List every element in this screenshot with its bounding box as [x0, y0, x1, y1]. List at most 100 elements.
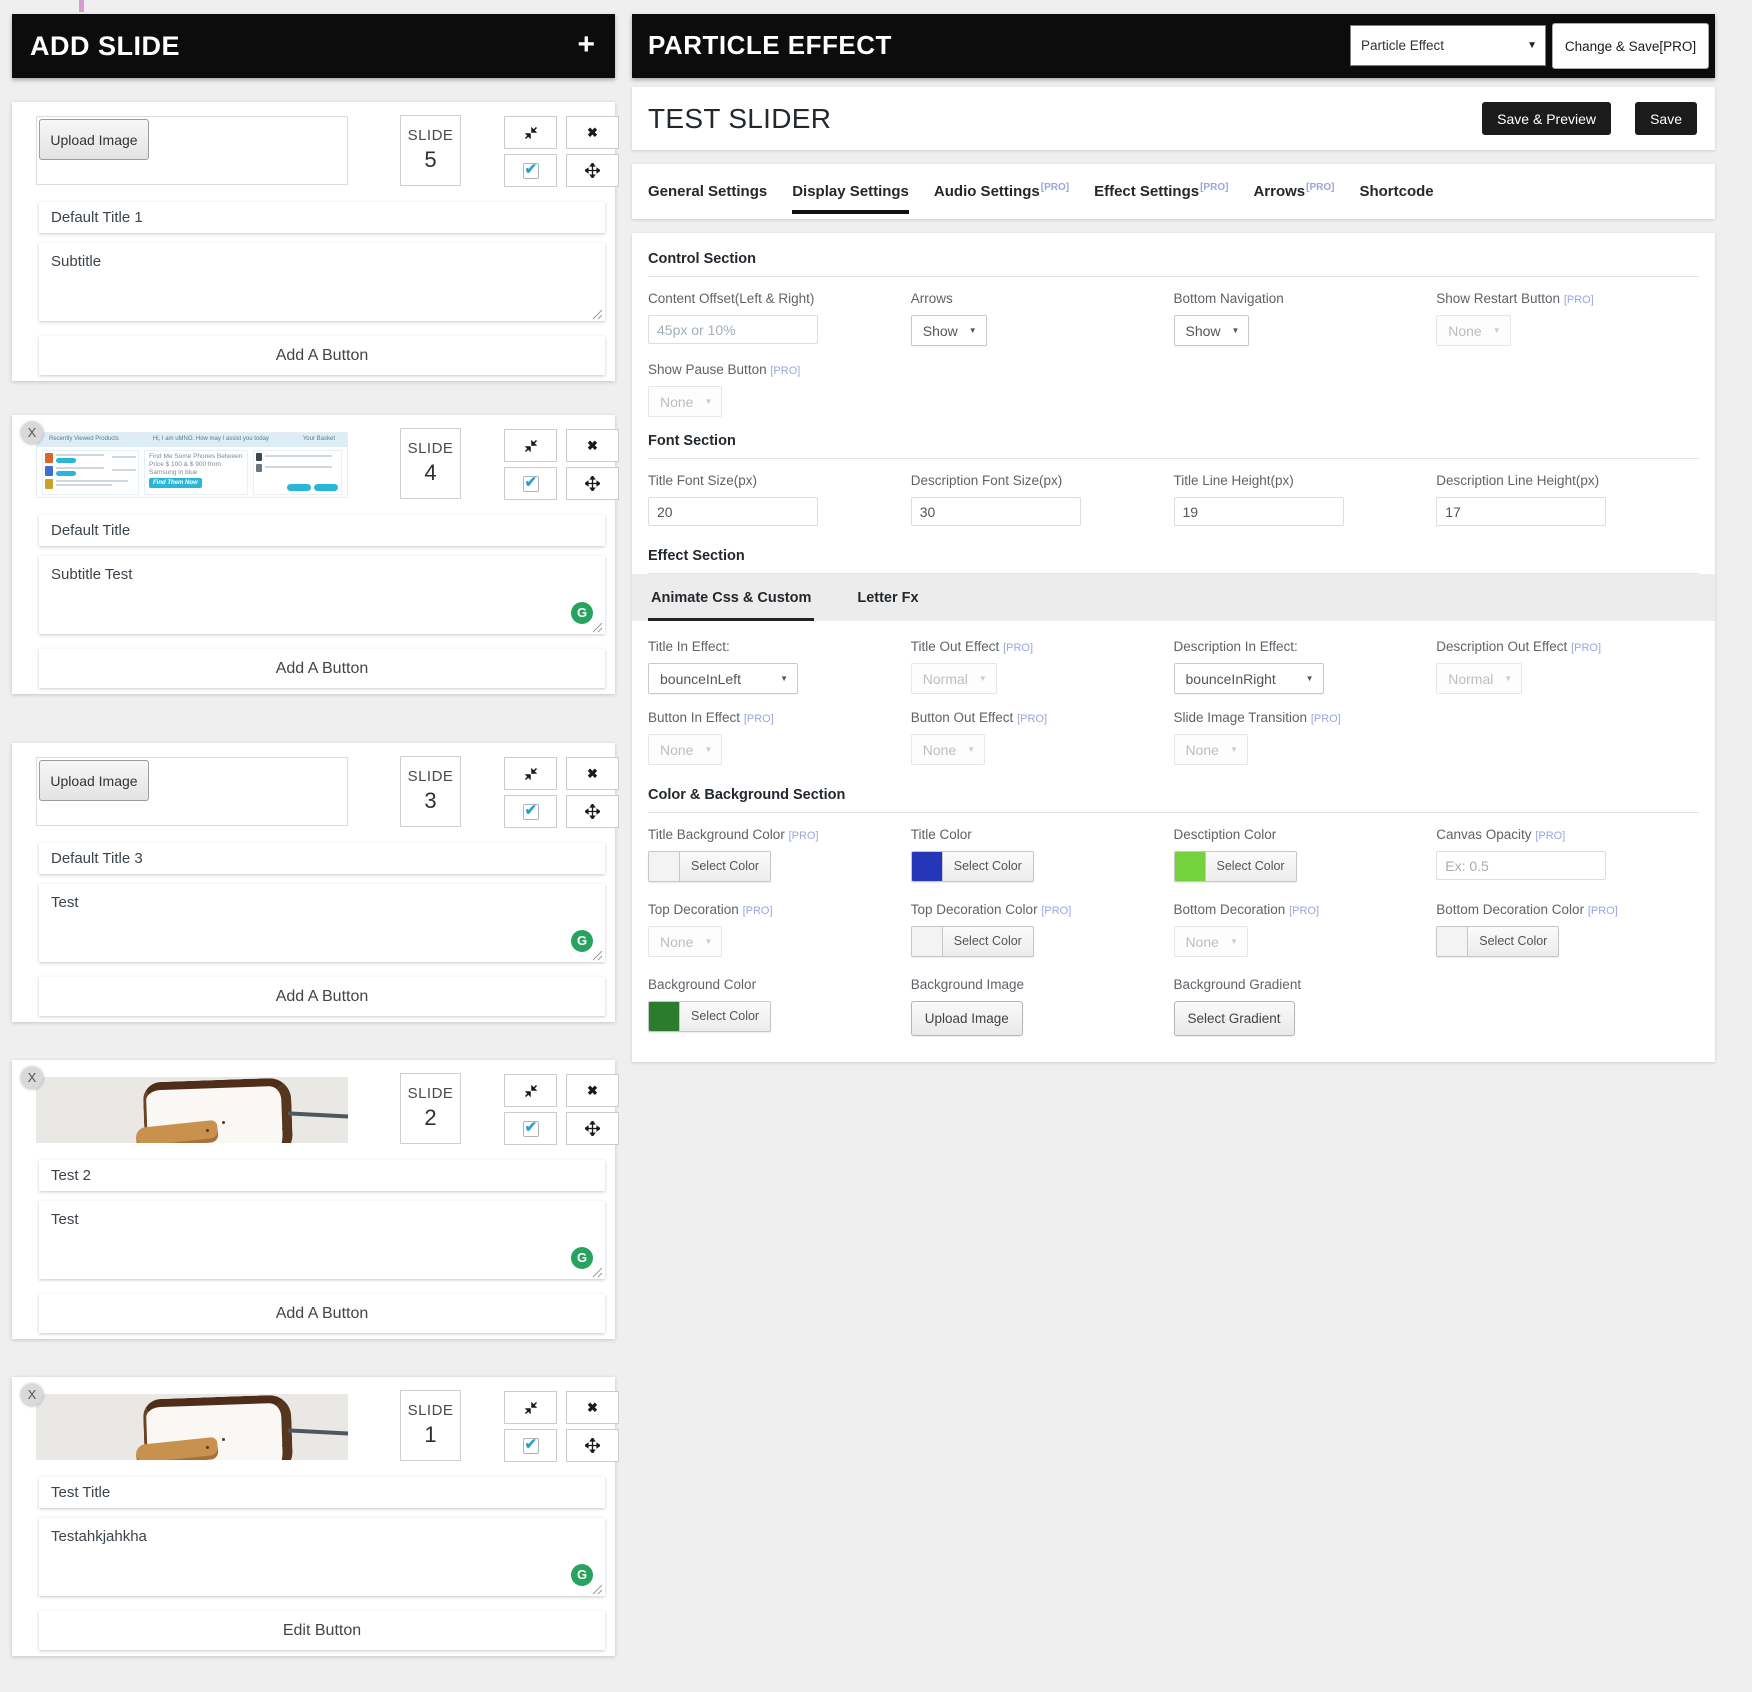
slide-image-transition-select: None ▼ — [1173, 734, 1248, 765]
collapse-slide-button[interactable] — [504, 1074, 557, 1107]
move-slide-handle[interactable] — [566, 467, 619, 500]
slide-subtitle-textarea[interactable]: Subtitle Test G — [39, 556, 605, 634]
move-slide-handle[interactable] — [566, 154, 619, 187]
title-font-size-input[interactable] — [648, 497, 818, 526]
save-button[interactable]: Save — [1635, 102, 1697, 135]
slide-word: SLIDE — [407, 127, 454, 144]
slide-subtitle-textarea[interactable]: Test G — [39, 884, 605, 962]
add-button-row[interactable]: Add A Button — [39, 649, 605, 688]
collapse-slide-button[interactable] — [504, 1391, 557, 1424]
upload-image-button[interactable]: Upload Image — [39, 119, 149, 160]
change-save-button[interactable]: Change & Save[PRO] — [1552, 23, 1709, 69]
effect-type-select[interactable]: Particle Effect ▼ — [1350, 25, 1546, 66]
title-background-color-picker[interactable]: Select Color — [648, 851, 772, 882]
show-restart-label: Show Restart Button [PRO] — [1436, 291, 1594, 306]
tab-display-settings[interactable]: Display Settings — [792, 164, 909, 219]
delete-slide-button[interactable]: ✖ — [566, 1391, 619, 1424]
button-in-effect-label: Button In Effect [PRO] — [648, 710, 774, 725]
close-icon: ✖ — [587, 1399, 598, 1415]
resize-handle-icon[interactable] — [592, 1267, 603, 1278]
image-dropzone[interactable]: Upload Image — [36, 116, 348, 185]
title-in-effect-select[interactable]: bounceInLeft ▼ — [648, 663, 798, 694]
slide-title-input[interactable] — [39, 1160, 605, 1191]
add-button-row[interactable]: Add A Button — [39, 1294, 605, 1333]
chevron-down-icon: ▼ — [1229, 745, 1238, 754]
tab-shortcode[interactable]: Shortcode — [1359, 183, 1434, 200]
move-slide-handle[interactable] — [566, 1112, 619, 1145]
slide-subtitle-textarea[interactable]: Subtitle — [39, 243, 605, 321]
remove-image-button[interactable]: X — [21, 422, 43, 444]
slide-number: 4 — [424, 460, 437, 485]
slide-enabled-checkbox[interactable]: ✔ — [504, 1429, 557, 1462]
collapse-slide-button[interactable] — [504, 429, 557, 462]
resize-handle-icon[interactable] — [592, 309, 603, 320]
add-slide-header: ADD SLIDE + — [12, 14, 615, 78]
slide-subtitle-textarea[interactable]: Testahkjahkha G — [39, 1518, 605, 1596]
tab-effect-settings[interactable]: Effect Settings [PRO] — [1094, 182, 1229, 200]
background-image-upload-button[interactable]: Upload Image — [910, 1001, 1023, 1036]
slide-thumbnail-photo[interactable] — [36, 1394, 348, 1460]
tab-audio-settings[interactable]: Audio Settings [PRO] — [933, 182, 1070, 200]
description-font-size-input[interactable] — [910, 497, 1081, 526]
background-gradient-label: Background Gradient — [1173, 977, 1302, 992]
description-in-effect-select[interactable]: bounceInRight ▼ — [1173, 663, 1324, 694]
resize-handle-icon[interactable] — [592, 1584, 603, 1595]
pro-badge: [PRO] — [1310, 713, 1341, 725]
delete-slide-button[interactable]: ✖ — [566, 757, 619, 790]
subtitle-text: Test — [51, 1211, 79, 1228]
slide-word: SLIDE — [407, 1402, 454, 1419]
title-font-size-label: Title Font Size(px) — [648, 473, 758, 488]
slide-title-input[interactable] — [39, 515, 605, 546]
collapse-slide-button[interactable] — [504, 116, 557, 149]
move-slide-handle[interactable] — [566, 795, 619, 828]
tab-arrows[interactable]: Arrows [PRO] — [1253, 182, 1335, 200]
description-font-size-label: Description Font Size(px) — [910, 473, 1063, 488]
resize-handle-icon[interactable] — [592, 950, 603, 961]
slide-thumbnail-photo[interactable] — [36, 1077, 348, 1143]
background-gradient-button[interactable]: Select Gradient — [1173, 1001, 1295, 1036]
delete-slide-button[interactable]: ✖ — [566, 1074, 619, 1107]
upload-image-button[interactable]: Upload Image — [39, 760, 149, 801]
save-preview-button[interactable]: Save & Preview — [1482, 102, 1611, 135]
slide-enabled-checkbox[interactable]: ✔ — [504, 467, 557, 500]
slide-thumbnail-chat[interactable]: Recently Viewed Products Hi, I am uMNO. … — [36, 432, 348, 498]
description-color-picker[interactable]: Select Color — [1173, 851, 1297, 882]
slide-enabled-checkbox[interactable]: ✔ — [504, 795, 557, 828]
slide-enabled-checkbox[interactable]: ✔ — [504, 1112, 557, 1145]
slide-title-input[interactable] — [39, 1477, 605, 1508]
remove-image-button[interactable]: X — [21, 1067, 43, 1089]
add-button-row[interactable]: Add A Button — [39, 977, 605, 1016]
background-color-picker[interactable]: Select Color — [648, 1001, 772, 1032]
top-decoration-color-picker[interactable]: Select Color — [910, 926, 1034, 957]
description-line-height-input[interactable] — [1436, 497, 1607, 526]
slide-enabled-checkbox[interactable]: ✔ — [504, 154, 557, 187]
remove-image-button[interactable]: X — [21, 1384, 43, 1406]
subtab-animate-css[interactable]: Animate Css & Custom — [648, 574, 815, 621]
delete-slide-button[interactable]: ✖ — [566, 429, 619, 462]
slide-title-input[interactable] — [39, 843, 605, 874]
pro-badge: [PRO] — [1535, 830, 1566, 842]
slide-number: 5 — [424, 147, 437, 172]
delete-slide-button[interactable]: ✖ — [566, 116, 619, 149]
resize-handle-icon[interactable] — [592, 622, 603, 633]
canvas-opacity-input[interactable] — [1436, 851, 1607, 880]
bottom-navigation-select[interactable]: Show ▼ — [1173, 315, 1250, 346]
bottom-decoration-color-picker[interactable]: Select Color — [1436, 926, 1560, 957]
slide-subtitle-textarea[interactable]: Test G — [39, 1201, 605, 1279]
arrows-select[interactable]: Show ▼ — [910, 315, 987, 346]
image-dropzone[interactable]: Upload Image — [36, 757, 348, 826]
title-color-picker[interactable]: Select Color — [910, 851, 1034, 882]
edit-button-row[interactable]: Edit Button — [39, 1611, 605, 1650]
subtab-letter-fx[interactable]: Letter Fx — [857, 589, 919, 606]
add-button-row[interactable]: Add A Button — [39, 336, 605, 375]
title-line-height-input[interactable] — [1173, 497, 1344, 526]
content-offset-input[interactable] — [648, 315, 818, 344]
slide-word: SLIDE — [407, 440, 454, 457]
slide-title-input[interactable] — [39, 202, 605, 233]
tab-general-settings[interactable]: General Settings — [648, 183, 768, 200]
chevron-down-icon: ▼ — [704, 745, 713, 754]
move-slide-handle[interactable] — [566, 1429, 619, 1462]
collapse-slide-button[interactable] — [504, 757, 557, 790]
add-slide-plus-icon[interactable]: + — [577, 28, 595, 61]
pro-badge: [PRO] — [1306, 182, 1335, 193]
